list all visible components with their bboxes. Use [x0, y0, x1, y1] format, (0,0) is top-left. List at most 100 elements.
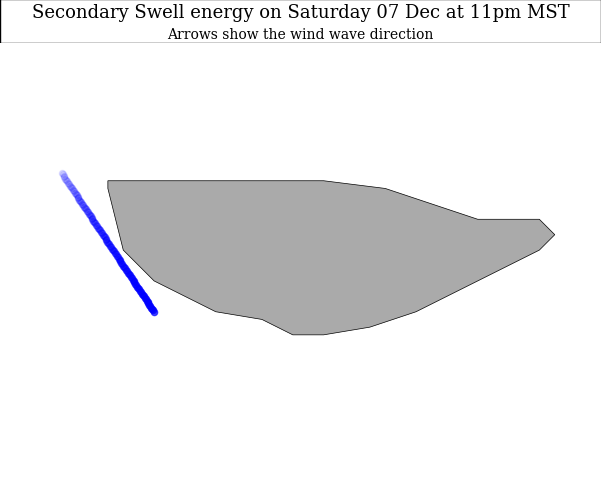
Point — [75, 196, 84, 204]
Point — [118, 261, 127, 268]
Point — [115, 257, 124, 264]
Point — [87, 215, 96, 223]
Text: Secondary Swell energy on Saturday 07 Dec at 11pm MST: Secondary Swell energy on Saturday 07 De… — [32, 4, 569, 22]
Point — [105, 243, 115, 250]
Point — [80, 205, 90, 213]
Point — [130, 279, 139, 286]
Point — [111, 251, 121, 259]
Point — [141, 296, 150, 304]
Point — [101, 236, 111, 244]
Point — [145, 303, 155, 310]
Point — [96, 228, 106, 236]
Point — [69, 188, 79, 196]
Point — [78, 202, 88, 210]
Point — [66, 183, 75, 190]
Point — [67, 185, 77, 193]
Point — [136, 288, 146, 296]
Point — [76, 198, 85, 205]
Text: Arrows show the wind wave direction: Arrows show the wind wave direction — [167, 28, 434, 42]
Point — [72, 192, 81, 200]
Point — [135, 287, 145, 295]
Point — [128, 276, 138, 284]
Point — [63, 178, 72, 186]
Point — [91, 220, 100, 228]
Point — [125, 272, 135, 280]
Point — [138, 291, 148, 299]
Point — [148, 307, 158, 315]
Point — [100, 234, 109, 242]
Point — [70, 189, 79, 197]
Point — [86, 213, 96, 221]
Point — [58, 171, 67, 179]
Point — [112, 252, 121, 260]
Point — [121, 266, 131, 274]
Point — [120, 265, 130, 273]
Point — [149, 308, 159, 316]
Point — [120, 264, 129, 271]
Point — [132, 283, 142, 291]
Point — [142, 297, 151, 305]
Point — [59, 173, 69, 181]
Point — [110, 249, 120, 257]
Point — [98, 231, 108, 239]
Point — [147, 305, 157, 313]
Point — [88, 216, 97, 224]
Point — [97, 230, 106, 238]
Point — [137, 290, 147, 298]
Point — [143, 298, 153, 306]
Point — [109, 248, 119, 256]
Point — [123, 269, 133, 277]
Point — [103, 238, 112, 246]
Point — [126, 273, 136, 281]
Point — [133, 285, 143, 292]
Point — [63, 180, 73, 187]
Point — [105, 241, 114, 249]
Point — [61, 175, 70, 183]
Point — [61, 177, 71, 184]
Point — [145, 301, 154, 309]
Point — [81, 206, 91, 214]
Point — [82, 207, 92, 215]
Point — [124, 270, 133, 278]
Point — [84, 210, 94, 218]
Point — [93, 224, 103, 232]
Point — [66, 184, 76, 192]
Point — [132, 282, 141, 289]
Point — [59, 174, 69, 182]
Point — [74, 195, 84, 203]
Point — [57, 170, 67, 178]
Point — [102, 237, 111, 244]
Point — [85, 212, 94, 220]
Point — [88, 217, 98, 225]
Point — [103, 240, 113, 247]
Point — [93, 223, 102, 231]
Point — [71, 191, 81, 199]
Point — [135, 286, 144, 294]
Point — [95, 227, 105, 235]
Point — [64, 181, 74, 189]
Point — [130, 280, 140, 288]
Point — [117, 259, 126, 267]
Point — [107, 245, 117, 253]
Point — [99, 233, 108, 241]
Point — [91, 222, 101, 229]
Point — [122, 267, 132, 275]
Point — [106, 244, 116, 252]
Point — [139, 293, 148, 301]
Point — [127, 275, 136, 283]
Point — [76, 199, 86, 207]
Point — [83, 209, 93, 217]
Point — [144, 300, 153, 307]
Point — [94, 226, 104, 234]
Point — [108, 246, 118, 254]
Point — [113, 254, 123, 262]
Point — [114, 255, 123, 263]
Point — [129, 278, 138, 285]
Polygon shape — [108, 182, 555, 335]
Point — [78, 201, 87, 208]
Point — [68, 186, 78, 194]
Point — [140, 294, 150, 302]
Point — [90, 219, 99, 226]
Point — [79, 203, 89, 211]
Point — [118, 262, 128, 270]
